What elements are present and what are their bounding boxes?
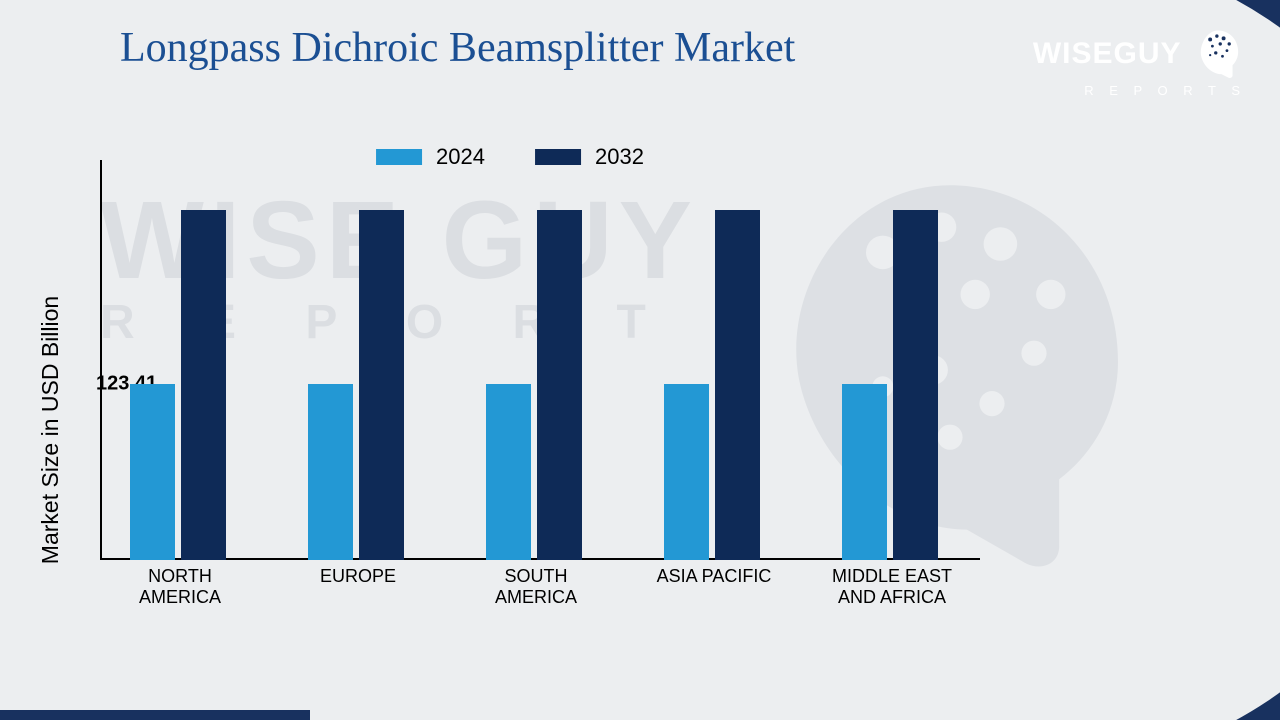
bar (181, 210, 226, 560)
legend-swatch-2032 (535, 149, 581, 165)
right-brand-panel (980, 0, 1280, 720)
logo-head-icon (1190, 26, 1246, 82)
logo-text-sub: R E P O R T S (1033, 84, 1246, 97)
bar (537, 210, 582, 560)
bottom-accent-bar (0, 710, 310, 720)
bar (842, 384, 887, 560)
bar (359, 210, 404, 560)
legend-swatch-2024 (376, 149, 422, 165)
chart-title: Longpass Dichroic Beamsplitter Market (120, 24, 820, 72)
bar (664, 384, 709, 560)
y-axis-label: Market Size in USD Billion (40, 420, 60, 440)
category-label: SOUTH AMERICA (466, 566, 606, 607)
legend-label-2032: 2032 (595, 144, 644, 170)
category-label: MIDDLE EAST AND AFRICA (822, 566, 962, 607)
brand-logo: WISEGUY R E P O R T S (1033, 26, 1246, 97)
bar (715, 210, 760, 560)
logo-text-top: WISEGUY (1033, 39, 1182, 69)
bar (893, 210, 938, 560)
bar (486, 384, 531, 560)
category-label: EUROPE (288, 566, 428, 587)
category-label: NORTH AMERICA (110, 566, 250, 607)
plot-area: 123.41 NORTH AMERICAEUROPESOUTH AMERICAA… (100, 160, 980, 560)
legend-item-2032: 2032 (535, 144, 644, 170)
chart-legend: 2024 2032 (376, 144, 644, 170)
bar (308, 384, 353, 560)
bar (130, 384, 175, 560)
legend-label-2024: 2024 (436, 144, 485, 170)
y-axis-line (100, 160, 102, 560)
category-label: ASIA PACIFIC (644, 566, 784, 587)
y-tick-label: 123.41 (96, 372, 100, 395)
legend-item-2024: 2024 (376, 144, 485, 170)
bar-chart: Market Size in USD Billion 2024 2032 123… (40, 160, 980, 700)
